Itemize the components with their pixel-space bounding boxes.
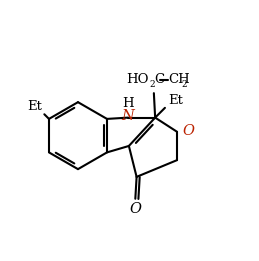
Text: C: C [154,73,164,86]
Text: HO: HO [126,73,149,86]
Text: 2: 2 [149,80,155,89]
Text: O: O [183,123,195,138]
Text: Et: Et [169,94,183,107]
Text: N: N [122,109,134,123]
Text: Et: Et [28,100,42,113]
Text: 2: 2 [182,80,187,89]
Text: H: H [122,97,134,110]
Text: CH: CH [168,73,190,86]
Text: O: O [129,202,141,216]
